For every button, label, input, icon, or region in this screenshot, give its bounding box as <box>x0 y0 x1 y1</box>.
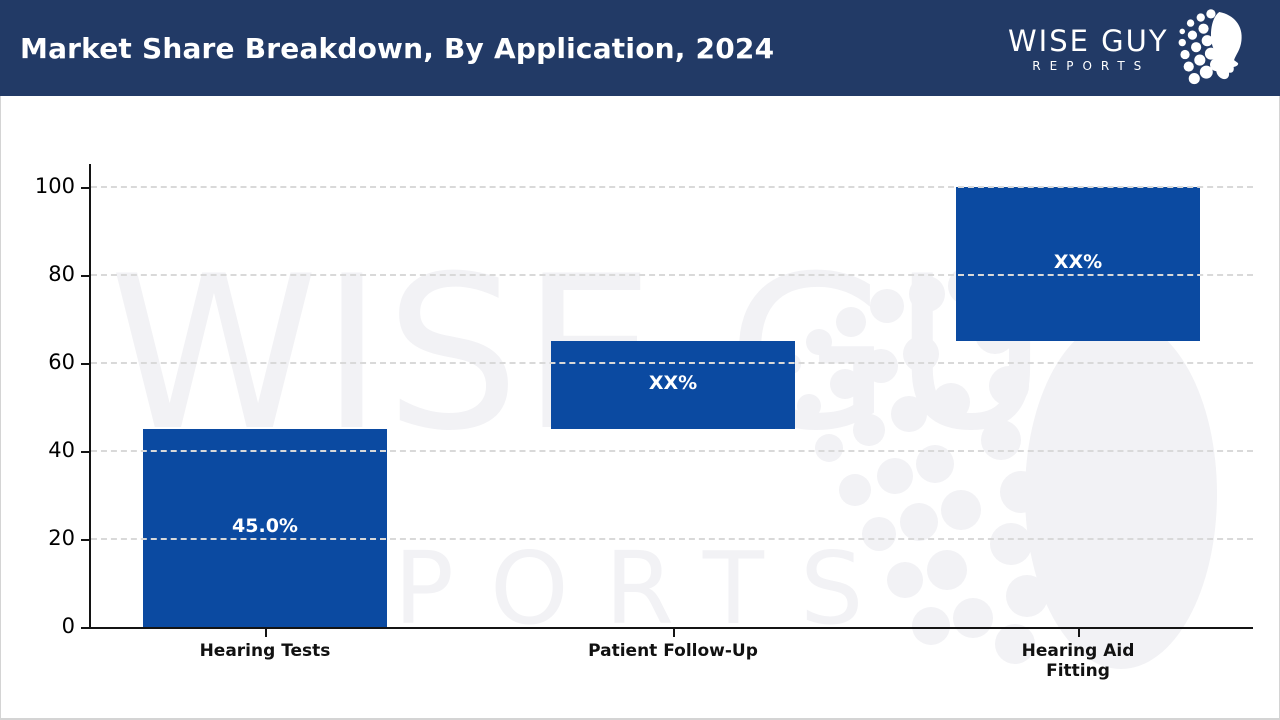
wiseguy-head-icon <box>1178 9 1242 85</box>
plot: 0 20 40 60 80 100 45.0% Hearing Tests XX% Patient… <box>1 96 1279 718</box>
y-tick-label: 0 <box>61 614 75 638</box>
x-tick-mark <box>673 629 675 637</box>
gridline-y40 <box>91 450 1253 452</box>
bar-value-label: 45.0% <box>232 515 298 537</box>
y-tick-mark <box>81 187 89 189</box>
x-category-label-line: Hearing Aid <box>1021 641 1135 661</box>
gridline-y80 <box>91 274 1253 276</box>
gridline-y60 <box>91 362 1253 364</box>
gridline-y20 <box>91 538 1253 540</box>
wiseguy-logo-text: WISE GUY REPORTS <box>1008 26 1169 73</box>
bar-value-label: XX% <box>1053 251 1103 273</box>
x-category-label: Patient Follow-Up <box>563 641 783 661</box>
x-tick-mark <box>1078 629 1080 637</box>
y-tick-label: 80 <box>48 262 75 286</box>
x-category-label-line: Fitting <box>1046 661 1110 681</box>
x-category-label: Hearing Aid Fitting <box>968 641 1188 681</box>
bar-patient-follow-up <box>551 341 795 429</box>
y-tick-label: 40 <box>48 438 75 462</box>
y-axis-line <box>89 164 91 629</box>
x-tick-mark <box>265 629 267 637</box>
y-tick-mark <box>81 451 89 453</box>
y-tick-mark <box>81 275 89 277</box>
chart-title: Market Share Breakdown, By Application, … <box>20 31 775 65</box>
x-category-label-line: Hearing Tests <box>199 641 331 661</box>
gridline-y100 <box>91 186 1253 188</box>
logo-wordmark: WISE GUY <box>1008 23 1169 58</box>
wiseguy-logo: WISE GUY REPORTS <box>1008 8 1268 90</box>
x-category-label-line: Patient Follow-Up <box>588 641 758 661</box>
y-tick-mark <box>81 539 89 541</box>
header-bar: Market Share Breakdown, By Application, … <box>0 0 1280 96</box>
chart-area: WISE GUY REPORTS 0 20 40 60 80 100 45.0% Hearin… <box>1 96 1279 718</box>
y-tick-label: 20 <box>48 526 75 550</box>
y-tick-label: 60 <box>48 350 75 374</box>
bar-hearing-tests <box>143 429 387 627</box>
bar-hearing-aid-fitting <box>956 187 1200 341</box>
y-tick-mark <box>81 627 89 629</box>
y-tick-label: 100 <box>34 174 75 198</box>
x-category-label: Hearing Tests <box>155 641 375 661</box>
x-axis-line <box>89 627 1253 629</box>
logo-sub-wordmark: REPORTS <box>1032 58 1151 73</box>
y-tick-mark <box>81 363 89 365</box>
bar-value-label: XX% <box>648 372 698 394</box>
